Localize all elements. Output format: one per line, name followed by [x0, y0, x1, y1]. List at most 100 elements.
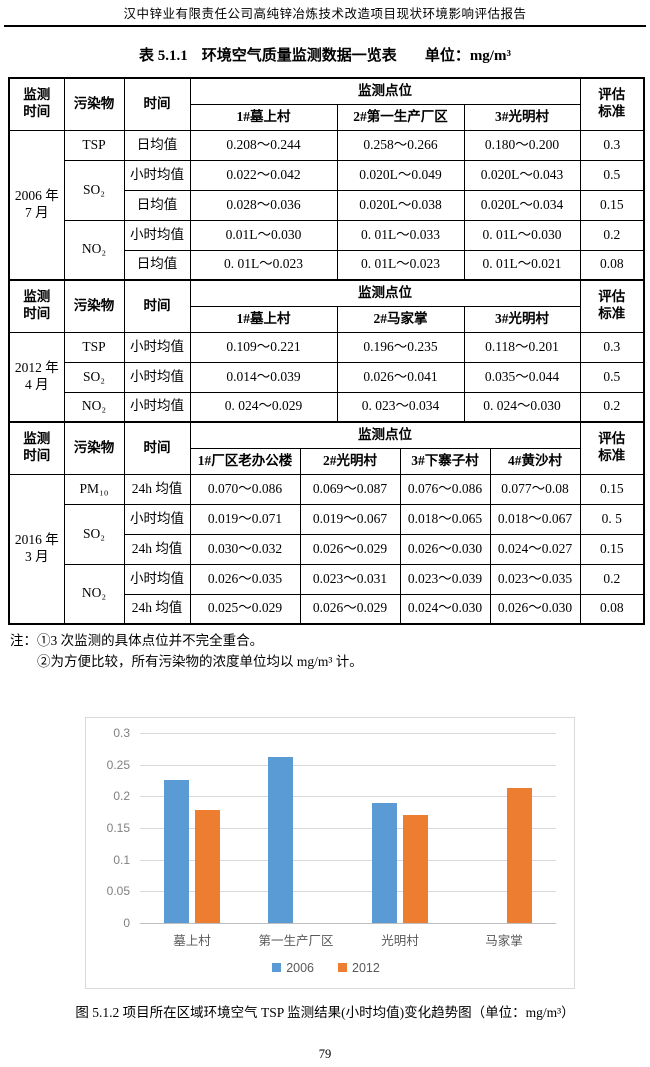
- table-header-cell: 评估 标准: [579, 421, 645, 475]
- table-cell: 0.026～0.030: [399, 533, 491, 565]
- legend-item: 2012: [338, 961, 380, 975]
- table-cell: 0.3: [579, 129, 645, 161]
- table-cell: SO₂: [63, 361, 125, 393]
- table-cell: 0.026～0.041: [336, 361, 465, 393]
- x-category-label: 墓上村: [173, 933, 211, 948]
- chart-bar-s1-c3: [507, 787, 532, 923]
- bar-group: [140, 733, 244, 923]
- table-header-cell: 监测 时间: [8, 421, 65, 475]
- chart-x-labels: 墓上村 第一生产厂区 光明村 马家掌: [140, 930, 556, 949]
- table-header-cell: 4#黄沙村: [489, 447, 581, 475]
- table-cell: 0.024～0.030: [399, 593, 491, 625]
- table-cell: 0.2: [579, 219, 645, 251]
- table-cell: 小时均值: [123, 563, 191, 595]
- table-header-cell: 时间: [123, 421, 191, 475]
- table-cell: 0.014～0.039: [189, 361, 338, 393]
- table-cell: 0.070～0.086: [189, 473, 301, 505]
- table-cell: 0.118～0.201: [463, 331, 581, 363]
- table-cell: 0.026～0.029: [299, 593, 401, 625]
- table-cell: 小时均值: [123, 331, 191, 363]
- table-cell: 0.025～0.029: [189, 593, 301, 625]
- table-cell: 0.023～0.035: [489, 563, 581, 595]
- table-number: 表 5.1.1: [139, 48, 188, 64]
- table-header-cell: 3#下寨子村: [399, 447, 491, 475]
- table-header-cell: 2#马家掌: [336, 305, 465, 333]
- chart-gridline: [140, 764, 556, 766]
- table-header-cell: 评估 标准: [579, 77, 645, 131]
- table-cell: 0.08: [579, 249, 645, 281]
- bar-group: [244, 733, 348, 923]
- table-notes: 注：①3 次监测的具体点位并不完全重合。 ②为方便比较，所有污染物的浓度单位均以…: [10, 631, 650, 673]
- table-cell: 0.077～0.08: [489, 473, 581, 505]
- table-cell: 0. 01L～0.023: [336, 249, 465, 281]
- table-cell: TSP: [63, 331, 125, 363]
- table-header-cell: 监测 时间: [8, 77, 65, 131]
- table-header-cell: 3#光明村: [463, 103, 581, 131]
- legend-item: 2006: [272, 961, 314, 975]
- table-cell: 0.035～0.044: [463, 361, 581, 393]
- x-category-label: 第一生产厂区: [258, 933, 334, 948]
- chart-bar-s0-c0: [164, 780, 189, 923]
- table-cell: 0.022～0.042: [189, 159, 338, 191]
- table-cell: 0.2: [579, 563, 645, 595]
- chart-gridline: [140, 827, 556, 829]
- y-tick-label: 0.3: [113, 725, 130, 740]
- table-cell: 2012 年 4 月: [8, 331, 65, 423]
- table-cell: 24h 均值: [123, 533, 191, 565]
- table-cell: 0.026～0.035: [189, 563, 301, 595]
- table-cell: 0.069～0.087: [299, 473, 401, 505]
- chart-bars: [140, 733, 556, 923]
- table-cell: 0.018～0.065: [399, 503, 491, 535]
- chart-plot-area: [140, 732, 556, 924]
- chart-gridline: [140, 796, 556, 798]
- table-header-cell: 污染物: [63, 77, 125, 131]
- table-cell: SO₂: [63, 159, 125, 221]
- legend-swatch: [272, 963, 282, 973]
- table-header-cell: 评估 标准: [579, 279, 645, 333]
- table-cell: 0.196～0.235: [336, 331, 465, 363]
- table-cell: 0.019～0.067: [299, 503, 401, 535]
- monitoring-table-2012-04: 监测 时间 污染物 时间 监测点位 评估 标准 1#墓上村 2#马家掌 3#光明村 2012 年…: [8, 279, 645, 423]
- legend-label: 2012: [352, 960, 380, 975]
- table-cell: 0.026～0.030: [489, 593, 581, 625]
- table-cell: 0.5: [579, 159, 645, 191]
- running-header: 汉中锌业有限责任公司高纯锌冶炼技术改造项目现状环境影响评估报告: [4, 0, 646, 27]
- chart-gridline: [140, 891, 556, 893]
- chart-gridline: [140, 732, 556, 734]
- x-category-label: 马家掌: [485, 933, 523, 948]
- table-cell: 2006 年 7 月: [8, 129, 65, 281]
- table-cell: 0. 024～0.029: [189, 391, 338, 423]
- table-cell: 0.018～0.067: [489, 503, 581, 535]
- x-axis-line: [140, 922, 556, 924]
- table-cell: NO₂: [63, 219, 125, 281]
- chart-bar-s1-c2: [403, 814, 428, 923]
- table-cell: 0.028～0.036: [189, 189, 338, 221]
- chart-bar-s0-c1: [268, 756, 293, 923]
- table-header-cell: 污染物: [63, 279, 125, 333]
- table-cell: 0.076～0.086: [399, 473, 491, 505]
- table-title: 环境空气质量监测数据一览表: [201, 48, 397, 64]
- table-header-cell: 3#光明村: [463, 305, 581, 333]
- bar-group: [452, 733, 556, 923]
- table-header-cell: 监测点位: [189, 421, 581, 449]
- table-cell: 0.15: [579, 189, 645, 221]
- table-header-cell: 时间: [123, 77, 191, 131]
- table-cell: 0.023～0.031: [299, 563, 401, 595]
- table-cell: 小时均值: [123, 159, 191, 191]
- note-line-2: ②为方便比较，所有污染物的浓度单位均以 mg/m³ 计。: [37, 653, 363, 669]
- y-tick-label: 0.25: [106, 757, 130, 772]
- table-cell: 日均值: [123, 189, 191, 221]
- table-cell: 0. 5: [579, 503, 645, 535]
- table-cell: 0. 01L～0.023: [189, 249, 338, 281]
- chart-grid-area: 0 0.05 0.1 0.15 0.2 0.25 0.3: [96, 726, 556, 930]
- table-cell: 日均值: [123, 129, 191, 161]
- monitoring-tables: 监测 时间 污染物 时间 监测点位 评估 标准 1#墓上村 2#第一生产厂区 3#光明村 200…: [8, 77, 650, 625]
- table-cell: 0.180～0.200: [463, 129, 581, 161]
- table-cell: 0.258～0.266: [336, 129, 465, 161]
- y-tick-label: 0.2: [113, 789, 130, 804]
- table-cell: 0. 01L～0.030: [463, 219, 581, 251]
- table-cell: 0.026～0.029: [299, 533, 401, 565]
- table-cell: 0.019～0.071: [189, 503, 301, 535]
- table-cell: 0. 023～0.034: [336, 391, 465, 423]
